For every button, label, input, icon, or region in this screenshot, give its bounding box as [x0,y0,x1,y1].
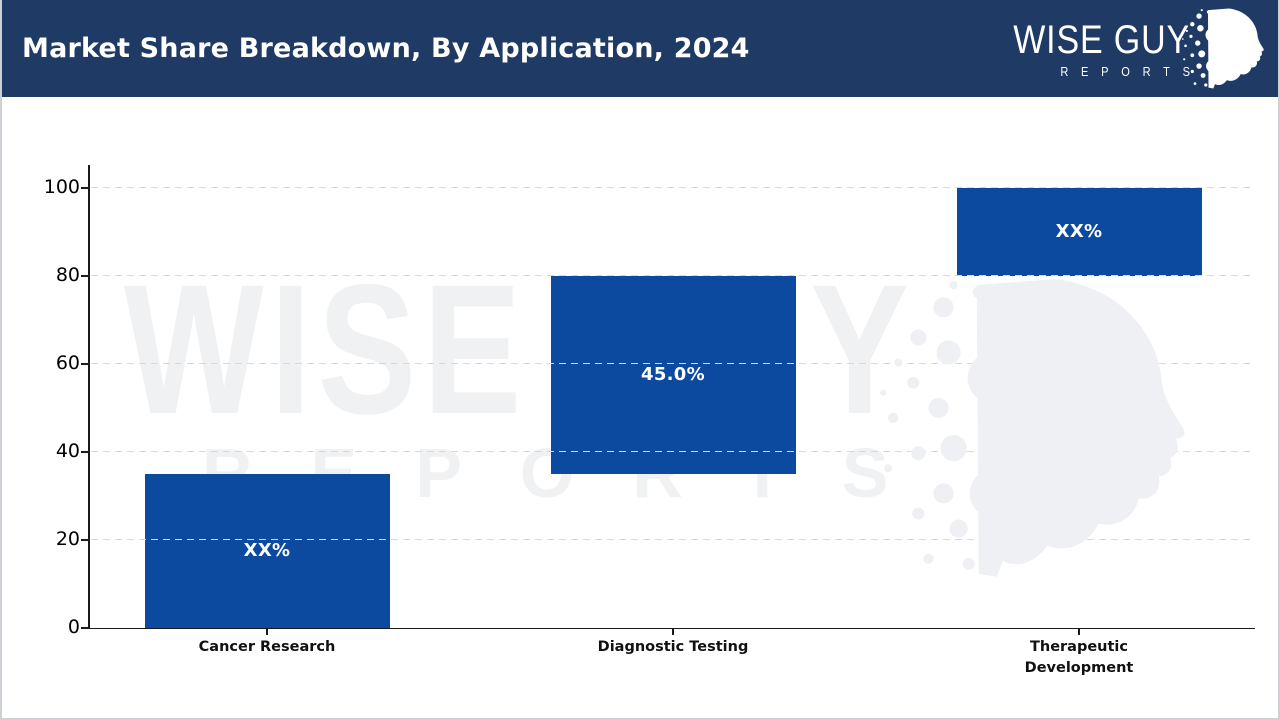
gridline-40 [91,450,1255,453]
y-tick-0 [81,627,89,629]
bar-cancer-research: XX% [144,473,390,628]
x-tick-cancer-research [266,629,268,636]
y-tick-60 [81,363,89,365]
watermark-face-icon [880,279,1185,577]
y-axis-line [88,165,90,630]
x-axis-label-cancer-research: Cancer Research [198,639,336,655]
y-tick-label-0: 0 [67,615,80,638]
bar-therapeutic-development: XX% [956,187,1202,276]
x-tick-therapeutic-development [1078,629,1080,636]
y-tick-label-20: 20 [55,527,80,550]
bar-diagnostic-testing: 45.0% [550,275,796,474]
x-axis-line [88,627,1255,630]
x-axis-label-therapeutic-development: Therapeutic Development [1024,639,1134,677]
chart-title: Market Share Breakdown, By Application, … [22,33,750,64]
brand-logo: WISE GUY REPORTS [982,8,1268,89]
y-tick-label-40: 40 [55,439,80,462]
y-tick-label-100: 100 [43,175,80,198]
gridline-100 [91,186,1255,189]
y-tick-80 [81,275,89,277]
y-tick-40 [81,451,89,453]
y-tick-20 [81,539,89,541]
chart-header: Market Share Breakdown, By Application, … [2,0,1278,97]
x-tick-diagnostic-testing [672,629,674,636]
y-tick-label-60: 60 [55,351,80,374]
brand-name: WISE GUY [1013,17,1190,62]
bar-label-diagnostic-testing: 45.0% [641,364,705,385]
gridline-60 [91,362,1255,365]
brand-logo-text: WISE GUY REPORTS [1013,20,1190,78]
y-tick-label-80: 80 [55,263,80,286]
y-tick-100 [81,187,89,189]
brand-subtitle: REPORTS [1060,63,1203,79]
bar-label-therapeutic-development: XX% [1055,221,1103,242]
gridline-20 [91,538,1255,541]
bar-label-cancer-research: XX% [243,540,291,561]
gridline-80 [91,274,1255,277]
x-axis-label-diagnostic-testing: Diagnostic Testing [597,639,749,655]
